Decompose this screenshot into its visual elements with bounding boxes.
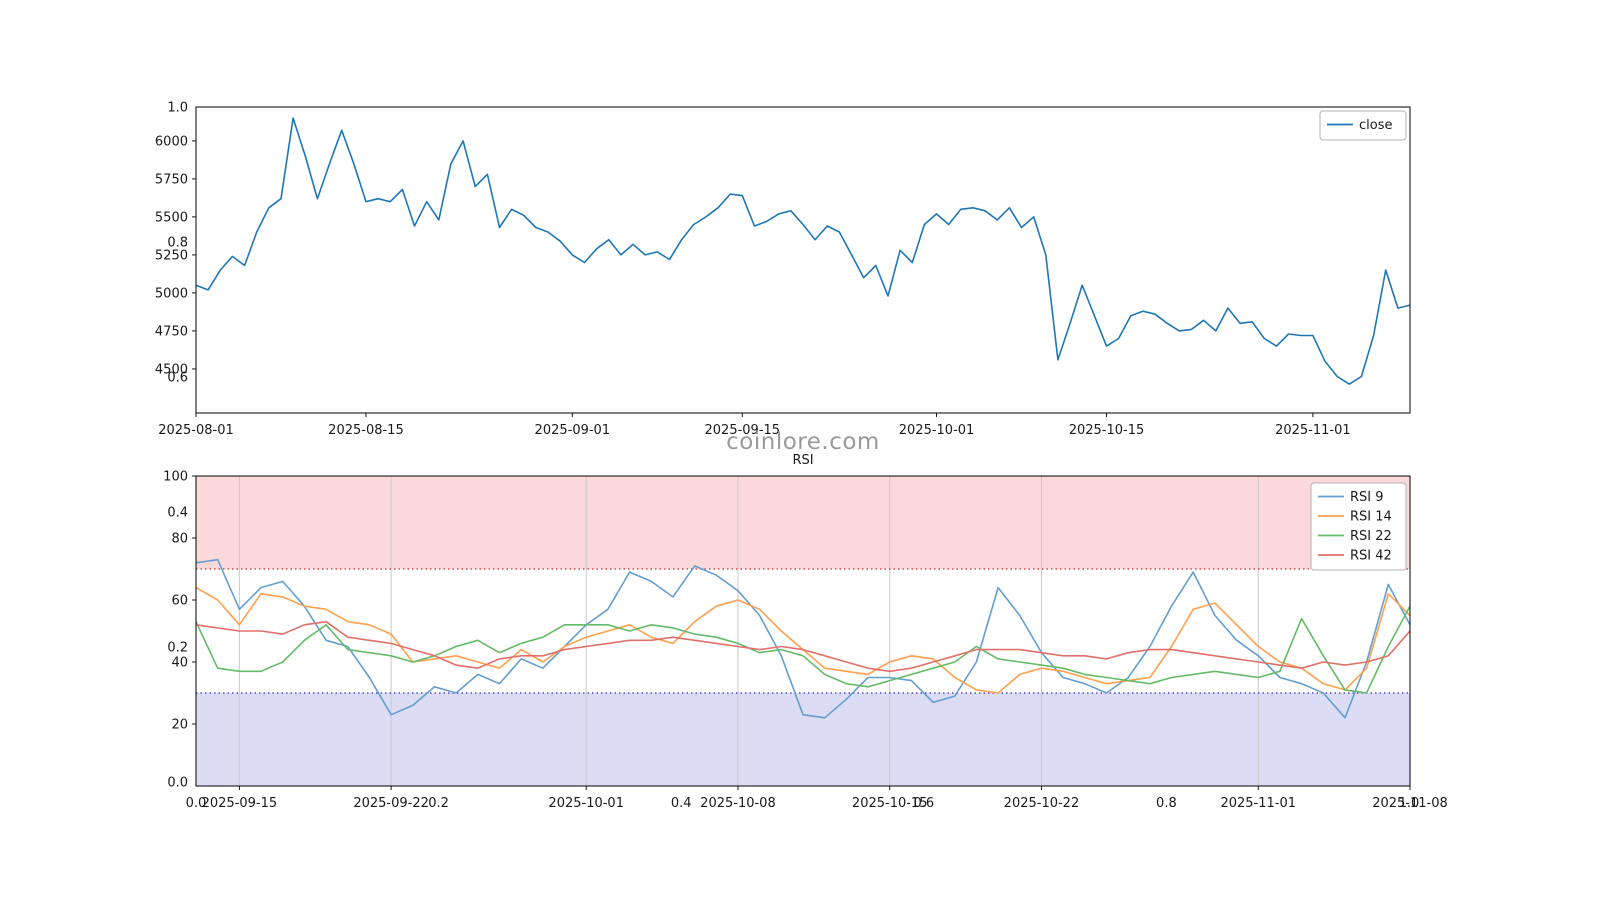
svg-text:2025-11-01: 2025-11-01	[1220, 796, 1296, 811]
svg-text:5250: 5250	[155, 248, 188, 263]
svg-text:close: close	[1359, 118, 1392, 133]
svg-text:40: 40	[171, 656, 188, 671]
svg-text:6000: 6000	[155, 134, 188, 149]
svg-text:0.0: 0.0	[186, 796, 207, 811]
svg-text:RSI 22: RSI 22	[1350, 529, 1392, 544]
svg-text:0.8: 0.8	[1156, 796, 1177, 811]
svg-text:0.2: 0.2	[167, 641, 188, 656]
svg-text:0.4: 0.4	[167, 506, 188, 521]
svg-text:2025-10-15: 2025-10-15	[1069, 423, 1145, 438]
svg-text:0.8: 0.8	[167, 236, 188, 251]
svg-text:4500: 4500	[155, 362, 188, 377]
svg-text:RSI 14: RSI 14	[1350, 510, 1392, 525]
svg-text:2025-09-15: 2025-09-15	[705, 423, 781, 438]
svg-text:RSI 42: RSI 42	[1350, 549, 1392, 564]
svg-text:4750: 4750	[155, 324, 188, 339]
svg-text:2025-08-01: 2025-08-01	[158, 423, 234, 438]
svg-text:1.0: 1.0	[1399, 796, 1420, 811]
watermark-text: coinlore.com	[726, 429, 880, 455]
svg-text:60: 60	[171, 594, 188, 609]
svg-text:2025-09-22: 2025-09-22	[353, 796, 429, 811]
svg-text:20: 20	[171, 718, 188, 733]
svg-text:RSI 9: RSI 9	[1350, 490, 1384, 505]
svg-text:1.0: 1.0	[167, 101, 188, 116]
rsi-chart-title: RSI	[792, 453, 814, 468]
svg-text:2025-10-08: 2025-10-08	[700, 796, 776, 811]
svg-text:5000: 5000	[155, 286, 188, 301]
svg-text:0.4: 0.4	[671, 796, 692, 811]
svg-text:2025-10-15: 2025-10-15	[852, 796, 928, 811]
svg-text:2025-09-15: 2025-09-15	[202, 796, 278, 811]
svg-text:0.2: 0.2	[428, 796, 449, 811]
svg-text:2025-10-01: 2025-10-01	[548, 796, 624, 811]
svg-text:2025-09-01: 2025-09-01	[535, 423, 611, 438]
svg-text:80: 80	[171, 532, 188, 547]
svg-text:2025-10-01: 2025-10-01	[899, 423, 975, 438]
svg-text:2025-08-15: 2025-08-15	[328, 423, 404, 438]
svg-text:5500: 5500	[155, 210, 188, 225]
svg-text:5750: 5750	[155, 172, 188, 187]
svg-text:0.6: 0.6	[167, 371, 188, 386]
svg-text:2025-10-22: 2025-10-22	[1004, 796, 1080, 811]
svg-text:2025-11-01: 2025-11-01	[1275, 423, 1351, 438]
svg-text:100: 100	[163, 470, 188, 485]
svg-text:2025-11-08: 2025-11-08	[1372, 796, 1448, 811]
svg-text:0.6: 0.6	[913, 796, 934, 811]
svg-text:0.0: 0.0	[167, 776, 188, 791]
